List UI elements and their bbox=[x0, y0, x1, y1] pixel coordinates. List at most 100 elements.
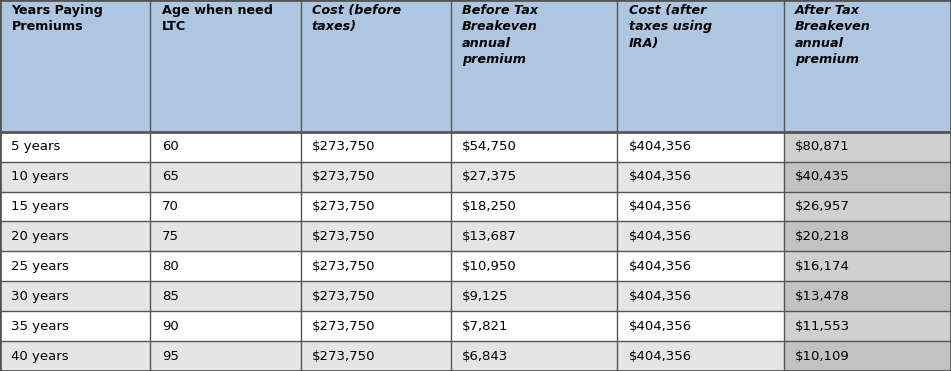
Bar bbox=[150, 341, 301, 371]
Text: Years Paying
Premiums: Years Paying Premiums bbox=[11, 4, 104, 33]
Bar bbox=[784, 132, 951, 162]
Text: $9,125: $9,125 bbox=[462, 290, 509, 303]
Text: 15 years: 15 years bbox=[11, 200, 69, 213]
Text: $7,821: $7,821 bbox=[462, 320, 509, 333]
Text: Age when need
LTC: Age when need LTC bbox=[162, 4, 273, 33]
Bar bbox=[301, 311, 451, 341]
Text: $273,750: $273,750 bbox=[312, 290, 376, 303]
Text: $273,750: $273,750 bbox=[312, 200, 376, 213]
Text: $273,750: $273,750 bbox=[312, 349, 376, 362]
Bar bbox=[617, 132, 784, 162]
Text: $404,356: $404,356 bbox=[629, 260, 691, 273]
Bar bbox=[451, 191, 617, 221]
Bar bbox=[150, 162, 301, 191]
Text: 25 years: 25 years bbox=[11, 260, 69, 273]
Bar bbox=[0, 221, 150, 252]
Bar bbox=[451, 221, 617, 252]
Text: 65: 65 bbox=[162, 170, 179, 183]
Bar bbox=[150, 191, 301, 221]
Bar bbox=[617, 252, 784, 281]
Bar bbox=[451, 311, 617, 341]
Text: $6,843: $6,843 bbox=[462, 349, 509, 362]
Text: $404,356: $404,356 bbox=[629, 140, 691, 153]
Bar bbox=[451, 252, 617, 281]
Bar bbox=[301, 162, 451, 191]
Bar bbox=[150, 221, 301, 252]
Text: 90: 90 bbox=[162, 320, 179, 333]
Bar bbox=[150, 132, 301, 162]
Text: $54,750: $54,750 bbox=[462, 140, 517, 153]
Bar bbox=[301, 341, 451, 371]
Bar bbox=[301, 132, 451, 162]
Text: $273,750: $273,750 bbox=[312, 260, 376, 273]
Bar bbox=[150, 0, 301, 132]
Text: $404,356: $404,356 bbox=[629, 230, 691, 243]
Bar bbox=[301, 252, 451, 281]
Text: $273,750: $273,750 bbox=[312, 320, 376, 333]
Bar bbox=[150, 311, 301, 341]
Bar bbox=[617, 191, 784, 221]
Bar bbox=[0, 281, 150, 311]
Bar bbox=[784, 252, 951, 281]
Bar bbox=[301, 221, 451, 252]
Text: $18,250: $18,250 bbox=[462, 200, 517, 213]
Text: $20,218: $20,218 bbox=[795, 230, 850, 243]
Bar bbox=[617, 341, 784, 371]
Text: $273,750: $273,750 bbox=[312, 140, 376, 153]
Bar bbox=[617, 0, 784, 132]
Bar bbox=[784, 311, 951, 341]
Text: $13,687: $13,687 bbox=[462, 230, 517, 243]
Bar bbox=[451, 162, 617, 191]
Text: $273,750: $273,750 bbox=[312, 170, 376, 183]
Text: $404,356: $404,356 bbox=[629, 349, 691, 362]
Bar bbox=[451, 341, 617, 371]
Text: 30 years: 30 years bbox=[11, 290, 69, 303]
Text: 40 years: 40 years bbox=[11, 349, 69, 362]
Bar bbox=[0, 311, 150, 341]
Bar bbox=[0, 341, 150, 371]
Bar bbox=[150, 281, 301, 311]
Text: $40,435: $40,435 bbox=[795, 170, 850, 183]
Bar bbox=[150, 252, 301, 281]
Bar bbox=[617, 281, 784, 311]
Text: $27,375: $27,375 bbox=[462, 170, 517, 183]
Bar bbox=[784, 221, 951, 252]
Text: After Tax
Breakeven
annual
premium: After Tax Breakeven annual premium bbox=[795, 4, 871, 66]
Text: 10 years: 10 years bbox=[11, 170, 69, 183]
Bar bbox=[0, 132, 150, 162]
Text: Before Tax
Breakeven
annual
premium: Before Tax Breakeven annual premium bbox=[462, 4, 538, 66]
Bar bbox=[617, 311, 784, 341]
Bar bbox=[784, 162, 951, 191]
Bar bbox=[0, 162, 150, 191]
Bar bbox=[451, 281, 617, 311]
Bar bbox=[617, 162, 784, 191]
Text: 85: 85 bbox=[162, 290, 179, 303]
Text: $10,109: $10,109 bbox=[795, 349, 850, 362]
Text: Cost (before
taxes): Cost (before taxes) bbox=[312, 4, 401, 33]
Text: 60: 60 bbox=[162, 140, 179, 153]
Text: 80: 80 bbox=[162, 260, 179, 273]
Bar bbox=[784, 0, 951, 132]
Text: $16,174: $16,174 bbox=[795, 260, 850, 273]
Text: $10,950: $10,950 bbox=[462, 260, 517, 273]
Text: $26,957: $26,957 bbox=[795, 200, 850, 213]
Text: 70: 70 bbox=[162, 200, 179, 213]
Bar bbox=[0, 252, 150, 281]
Text: $404,356: $404,356 bbox=[629, 290, 691, 303]
Text: $11,553: $11,553 bbox=[795, 320, 850, 333]
Bar bbox=[301, 281, 451, 311]
Bar bbox=[0, 191, 150, 221]
Text: $13,478: $13,478 bbox=[795, 290, 850, 303]
Text: 20 years: 20 years bbox=[11, 230, 69, 243]
Text: $404,356: $404,356 bbox=[629, 170, 691, 183]
Text: $273,750: $273,750 bbox=[312, 230, 376, 243]
Bar bbox=[784, 281, 951, 311]
Bar bbox=[617, 221, 784, 252]
Text: 75: 75 bbox=[162, 230, 179, 243]
Bar bbox=[784, 191, 951, 221]
Bar bbox=[451, 132, 617, 162]
Text: Cost (after
taxes using
IRA): Cost (after taxes using IRA) bbox=[629, 4, 711, 50]
Text: $404,356: $404,356 bbox=[629, 200, 691, 213]
Bar bbox=[301, 191, 451, 221]
Bar bbox=[784, 341, 951, 371]
